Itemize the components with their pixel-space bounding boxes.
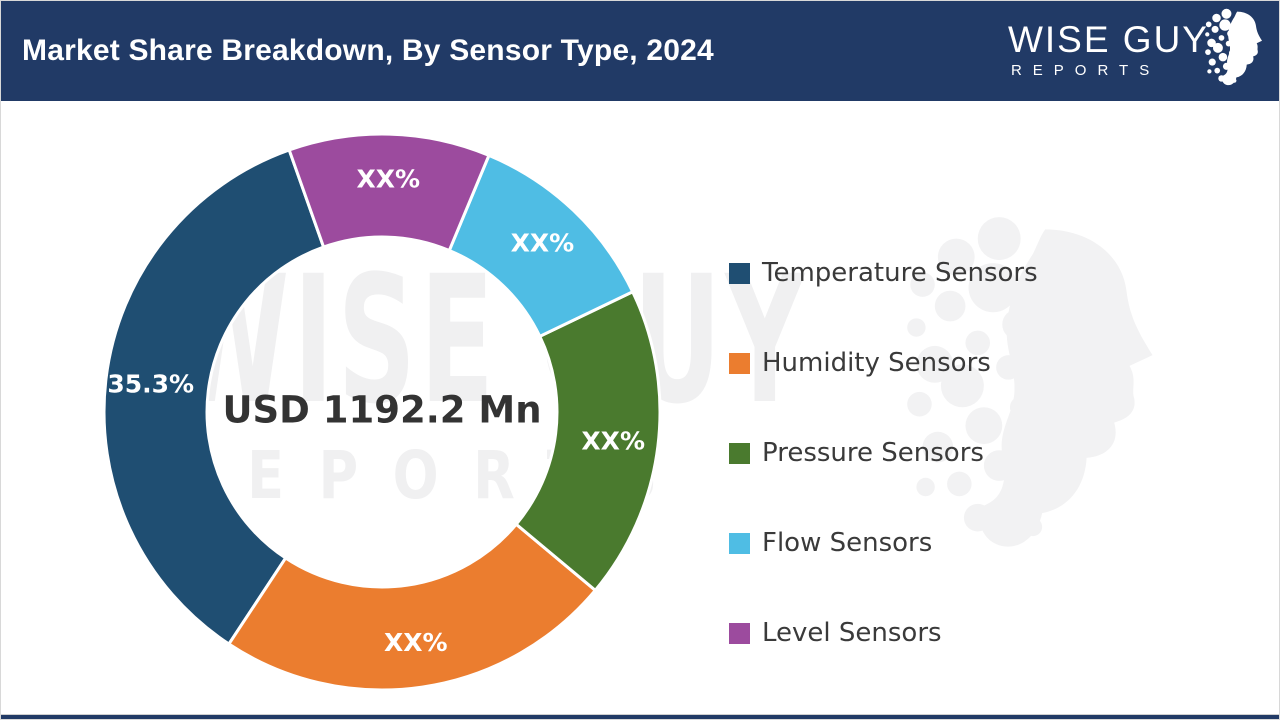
legend-item-temperature-sensors: Temperature Sensors (729, 256, 1038, 290)
brand-logo: WISE GUY REPORTS (1008, 7, 1267, 93)
wedge-humidity-sensors (226, 522, 598, 692)
legend-label: Temperature Sensors (762, 258, 1038, 288)
watermark-text-wiseguy: WISE GUY (169, 238, 809, 443)
header-bar: Market Share Breakdown, By Sensor Type, … (1, 1, 1279, 101)
legend-swatch-level (729, 622, 750, 644)
legend-item-level-sensors: Level Sensors (729, 616, 1038, 650)
wedge-level-sensors (287, 132, 491, 253)
wedge-label-temperature-sensors: 35.3% (107, 369, 194, 398)
legend-swatch-pressure (729, 442, 750, 464)
brand-name: WISE GUY (1007, 19, 1209, 60)
donut-wedges (102, 132, 662, 692)
footer-bar (1, 714, 1279, 719)
donut-chart: 35.3% XX% XX% XX% XX% USD 1192.2 Mn (102, 132, 662, 692)
wedge-label-pressure-sensors: XX% (581, 427, 645, 456)
legend-item-pressure-sensors: Pressure Sensors (729, 436, 1038, 470)
wedge-label-level-sensors: XX% (356, 165, 420, 194)
donut-wedge-labels: 35.3% XX% XX% XX% XX% (107, 165, 645, 657)
page-title: Market Share Breakdown, By Sensor Type, … (22, 34, 714, 67)
brand-subtitle: REPORTS (1010, 62, 1161, 79)
head-silhouette-icon (1203, 7, 1267, 93)
legend-swatch-flow (729, 532, 750, 554)
legend-label: Level Sensors (762, 618, 942, 648)
donut-center-value: USD 1192.2 Mn (222, 389, 541, 432)
legend-label: Humidity Sensors (762, 348, 991, 378)
legend-item-humidity-sensors: Humidity Sensors (729, 346, 1038, 380)
chart-legend: Temperature Sensors Humidity Sensors Pre… (729, 256, 1038, 706)
legend-item-flow-sensors: Flow Sensors (729, 526, 1038, 560)
wedge-temperature-sensors (102, 148, 326, 647)
legend-swatch-temperature (729, 262, 750, 284)
wedge-label-flow-sensors: XX% (511, 229, 575, 258)
legend-label: Flow Sensors (762, 528, 933, 558)
wedge-label-humidity-sensors: XX% (384, 628, 448, 657)
legend-label: Pressure Sensors (762, 438, 984, 468)
legend-swatch-humidity (729, 352, 750, 374)
brand-logo-text: WISE GUY REPORTS (1008, 21, 1209, 79)
